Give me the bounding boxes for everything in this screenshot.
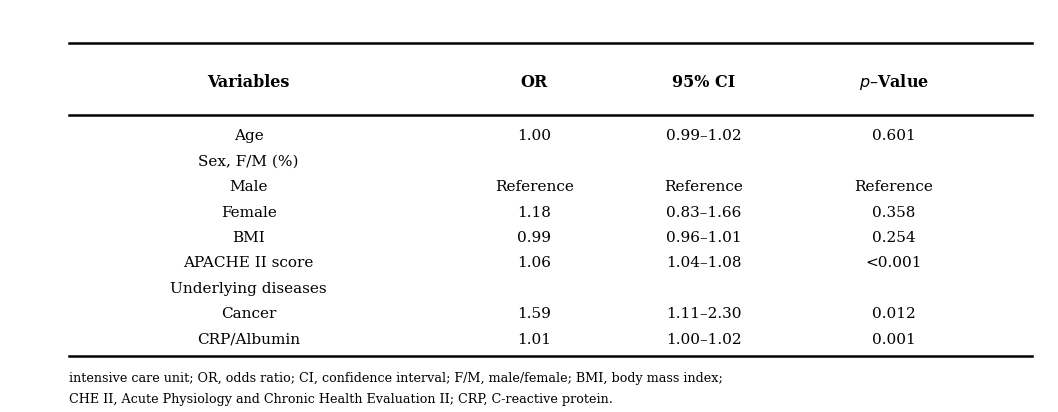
Text: 0.96–1.01: 0.96–1.01 bbox=[665, 231, 742, 245]
Text: Cancer: Cancer bbox=[221, 307, 276, 321]
Text: Female: Female bbox=[221, 206, 276, 220]
Text: 1.00: 1.00 bbox=[517, 129, 551, 143]
Text: 0.254: 0.254 bbox=[872, 231, 916, 245]
Text: OR: OR bbox=[521, 74, 548, 91]
Text: 0.012: 0.012 bbox=[872, 307, 916, 321]
Text: 0.99: 0.99 bbox=[517, 231, 551, 245]
Text: 95% CI: 95% CI bbox=[672, 74, 735, 91]
Text: APACHE II score: APACHE II score bbox=[183, 256, 314, 270]
Text: 1.18: 1.18 bbox=[517, 206, 551, 220]
Text: <0.001: <0.001 bbox=[865, 256, 923, 270]
Text: Sex, F/M (%): Sex, F/M (%) bbox=[199, 155, 298, 169]
Text: 0.358: 0.358 bbox=[873, 206, 915, 220]
Text: Variables: Variables bbox=[207, 74, 290, 91]
Text: Age: Age bbox=[234, 129, 263, 143]
Text: 0.83–1.66: 0.83–1.66 bbox=[665, 206, 742, 220]
Text: 0.001: 0.001 bbox=[872, 332, 916, 346]
Text: 1.00–1.02: 1.00–1.02 bbox=[665, 332, 742, 346]
Text: CHE II, Acute Physiology and Chronic Health Evaluation II; CRP, C-reactive prote: CHE II, Acute Physiology and Chronic Hea… bbox=[69, 393, 613, 406]
Text: 1.04–1.08: 1.04–1.08 bbox=[665, 256, 742, 270]
Text: CRP/Albumin: CRP/Albumin bbox=[197, 332, 300, 346]
Text: 1.59: 1.59 bbox=[517, 307, 551, 321]
Text: Reference: Reference bbox=[664, 180, 743, 194]
Text: Reference: Reference bbox=[855, 180, 933, 194]
Text: 0.601: 0.601 bbox=[872, 129, 916, 143]
Text: 1.06: 1.06 bbox=[517, 256, 551, 270]
Text: Reference: Reference bbox=[495, 180, 573, 194]
Text: BMI: BMI bbox=[233, 231, 264, 245]
Text: 0.99–1.02: 0.99–1.02 bbox=[665, 129, 742, 143]
Text: intensive care unit; OR, odds ratio; CI, confidence interval; F/M, male/female; : intensive care unit; OR, odds ratio; CI,… bbox=[69, 372, 723, 385]
Text: $\it{p}$–Value: $\it{p}$–Value bbox=[859, 73, 929, 92]
Text: Male: Male bbox=[230, 180, 268, 194]
Text: 1.01: 1.01 bbox=[517, 332, 551, 346]
Text: 1.11–2.30: 1.11–2.30 bbox=[665, 307, 742, 321]
Text: Underlying diseases: Underlying diseases bbox=[170, 282, 327, 296]
